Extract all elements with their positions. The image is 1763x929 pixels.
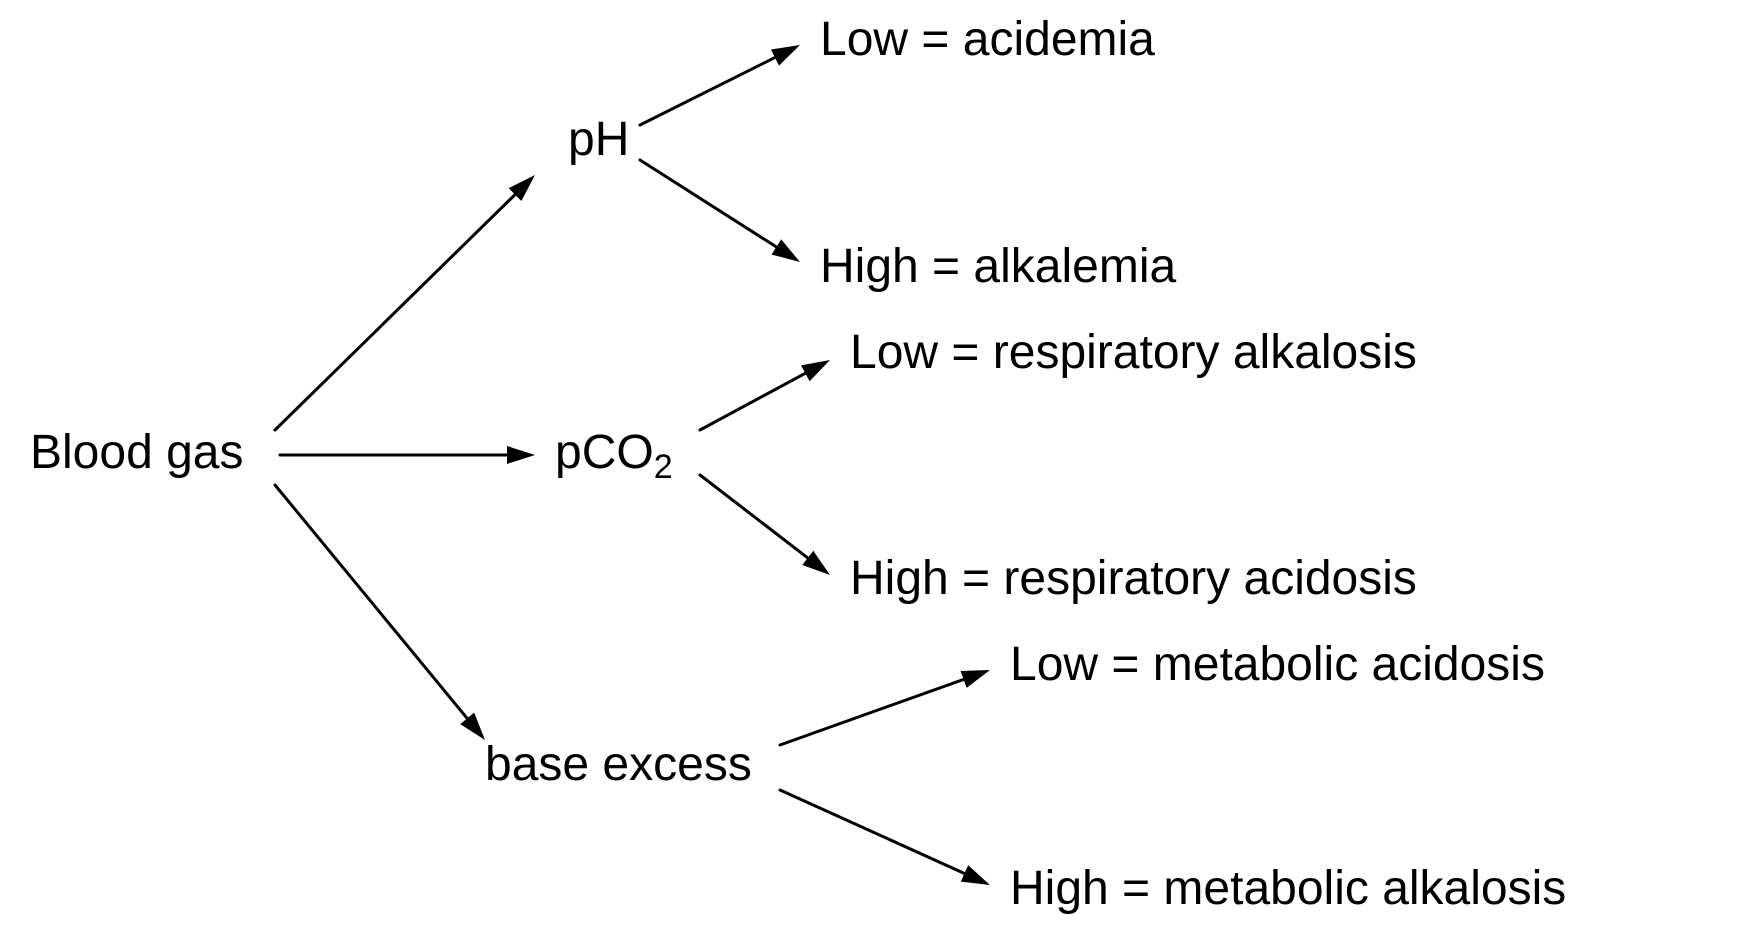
node-pco2_low: Low = respiratory alkalosis: [850, 326, 1417, 379]
node-root: Blood gas: [30, 426, 244, 479]
node-pco2-subscript: 2: [654, 448, 673, 486]
diagram-background: [0, 0, 1763, 929]
node-be_low: Low = metabolic acidosis: [1010, 638, 1545, 691]
node-ph_high: High = alkalemia: [820, 240, 1176, 293]
node-be_high: High = metabolic alkalosis: [1010, 862, 1566, 915]
blood-gas-tree-diagram: Blood gaspHpCO2base excessLow = acidemia…: [0, 0, 1763, 929]
node-ph_low: Low = acidemia: [820, 13, 1155, 66]
node-pco2_high: High = respiratory acidosis: [850, 552, 1417, 605]
node-base_excess: base excess: [485, 738, 752, 791]
node-ph: pH: [568, 113, 629, 166]
